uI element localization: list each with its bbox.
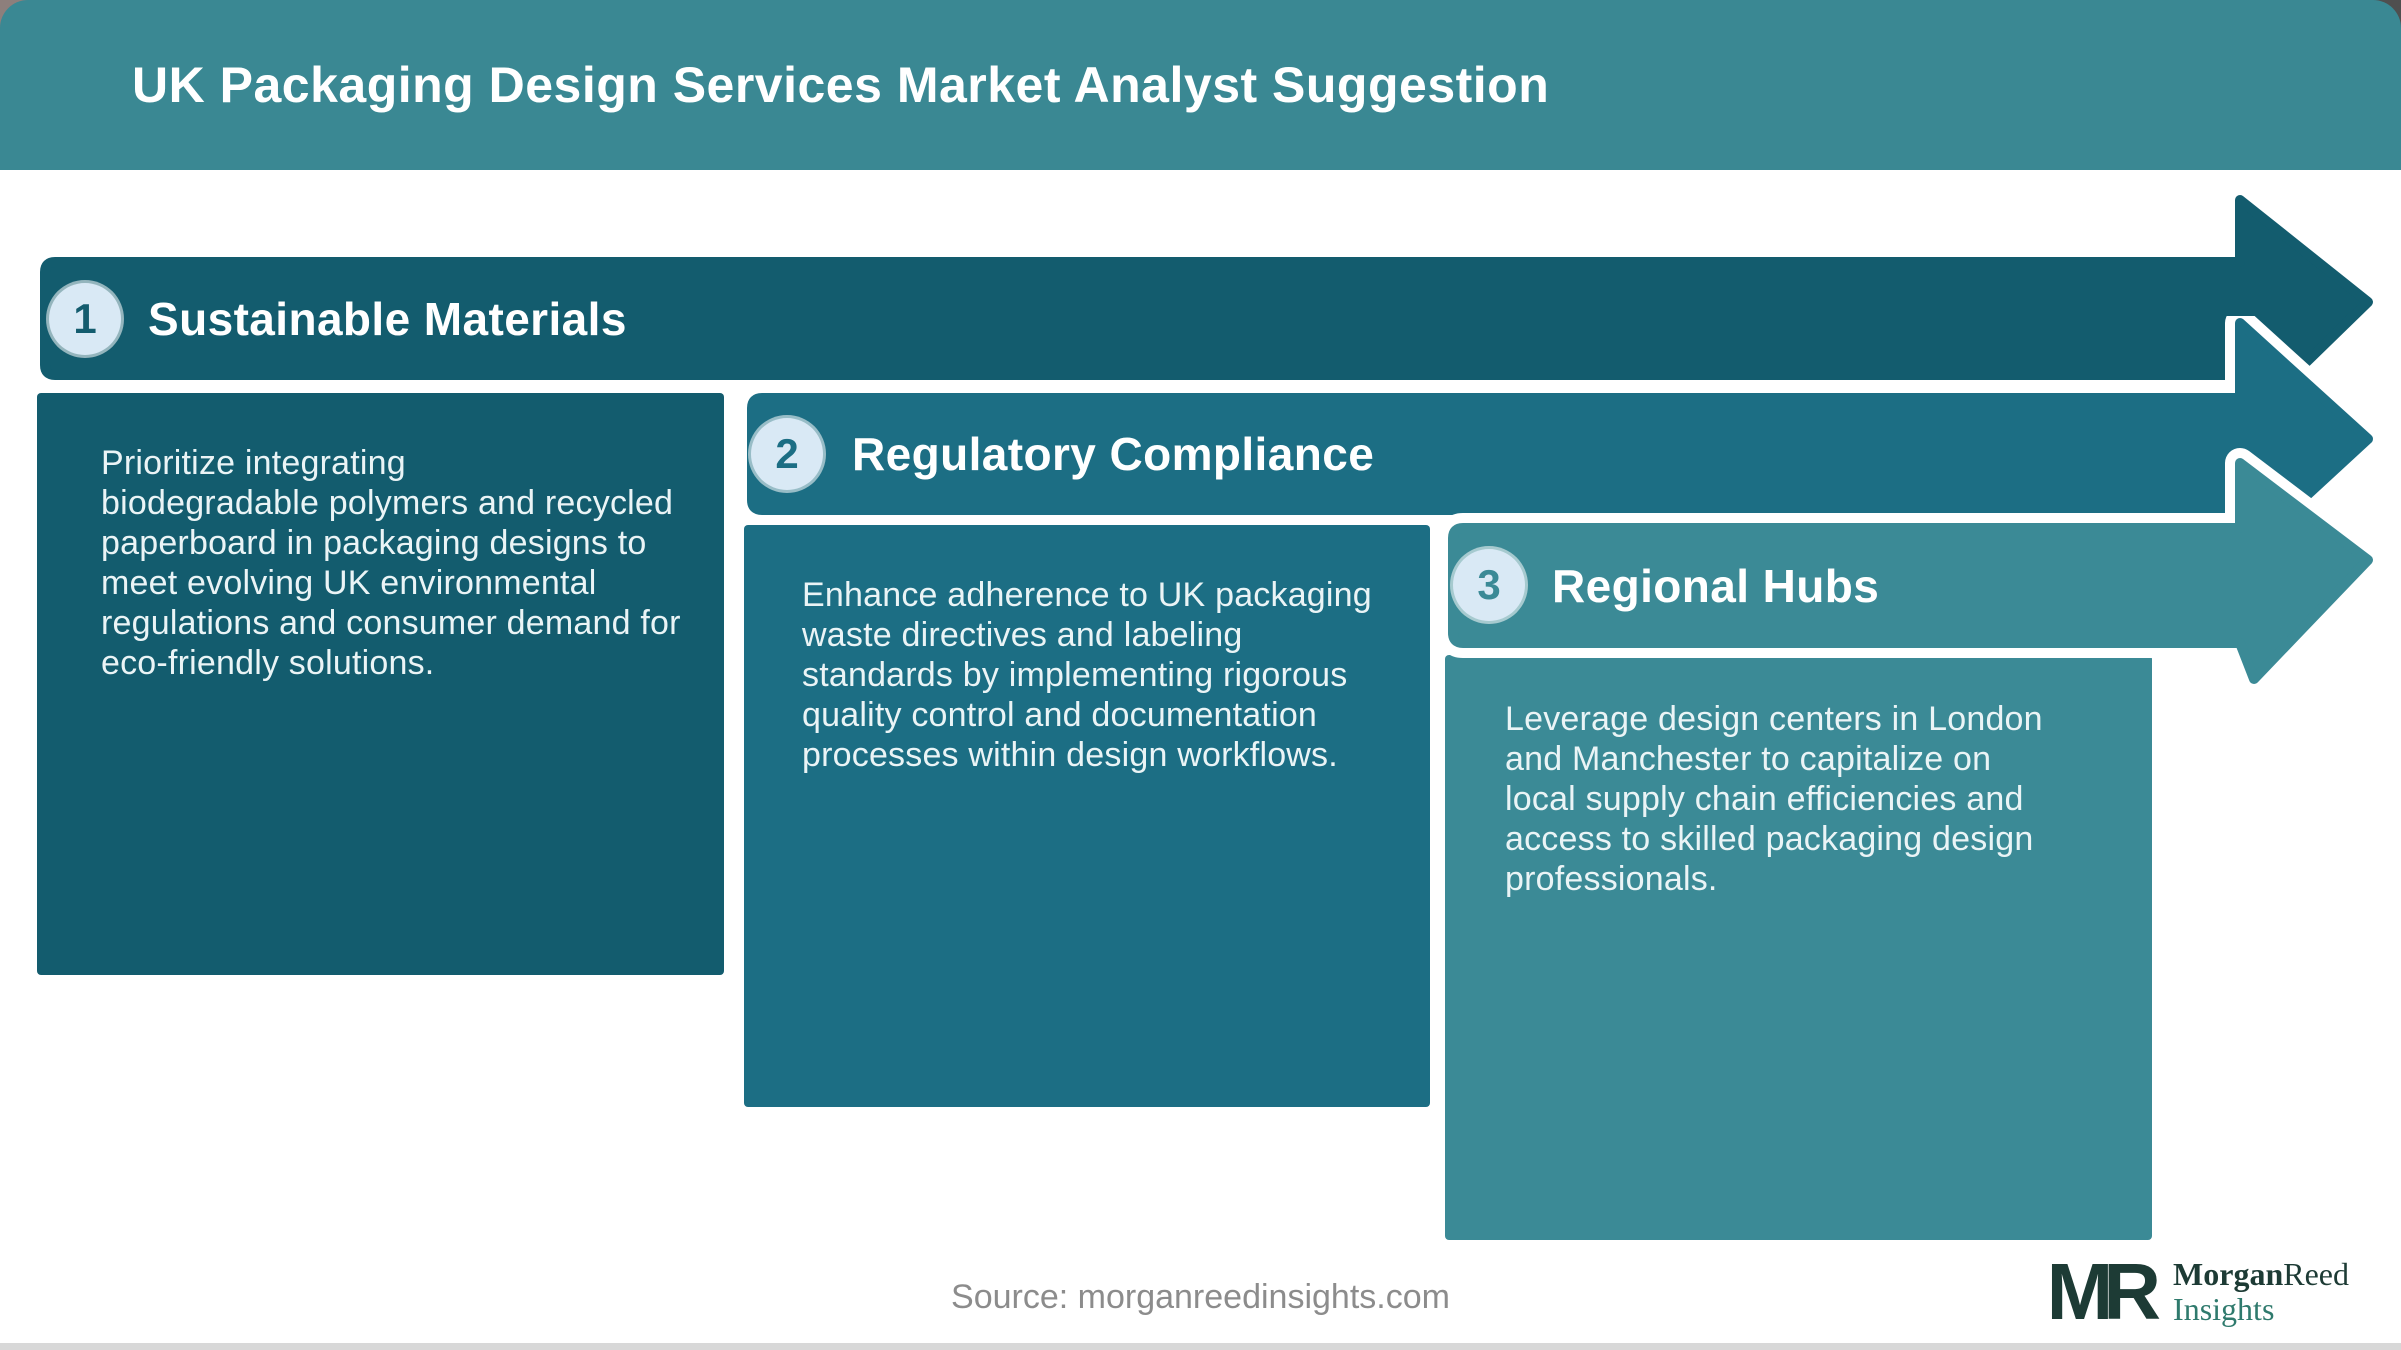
logo-name-reed: Reed [2283, 1256, 2349, 1293]
step1-detail-text: Prioritize integrating biodegradable pol… [101, 444, 681, 682]
step3-arrow-banner [1445, 448, 2383, 694]
step2-heading: Regulatory Compliance [852, 428, 1375, 480]
title-bar: UK Packaging Design Services Market Anal… [0, 0, 2401, 170]
logo-text: MorganReed Insights [2173, 1257, 2349, 1326]
bottom-edge-strip [0, 1343, 2401, 1350]
step2-detail-text: Enhance adherence to UK packaging waste … [802, 576, 1372, 774]
step1-number-badge: 1 [49, 283, 121, 355]
source-attribution: Source: morganreedinsights.com [951, 1278, 1450, 1316]
step2-detail-box: Enhance adherence to UK packaging waste … [744, 525, 1430, 1107]
mr-monogram-icon: MR [2046, 1247, 2161, 1336]
step3-number-badge: 3 [1453, 549, 1525, 621]
step3-detail-text: Leverage design centers in London and Ma… [1505, 700, 2043, 898]
logo-company-name: MorganReed [2173, 1257, 2349, 1292]
page-title: UK Packaging Design Services Market Anal… [132, 57, 1550, 113]
step3-detail-box: Leverage design centers in London and Ma… [1445, 655, 2152, 1240]
logo-tagline: Insights [2173, 1291, 2275, 1327]
morganreed-logo: MR MorganReed Insights [2047, 1252, 2349, 1332]
step2-number-badge: 2 [751, 418, 823, 490]
step3-heading: Regional Hubs [1552, 559, 1880, 612]
step1-detail-box: Prioritize integrating biodegradable pol… [37, 393, 724, 975]
logo-name-morgan: Morgan [2173, 1256, 2284, 1293]
step3-arrow-shape [1448, 458, 2373, 684]
step1-heading: Sustainable Materials [148, 292, 627, 345]
